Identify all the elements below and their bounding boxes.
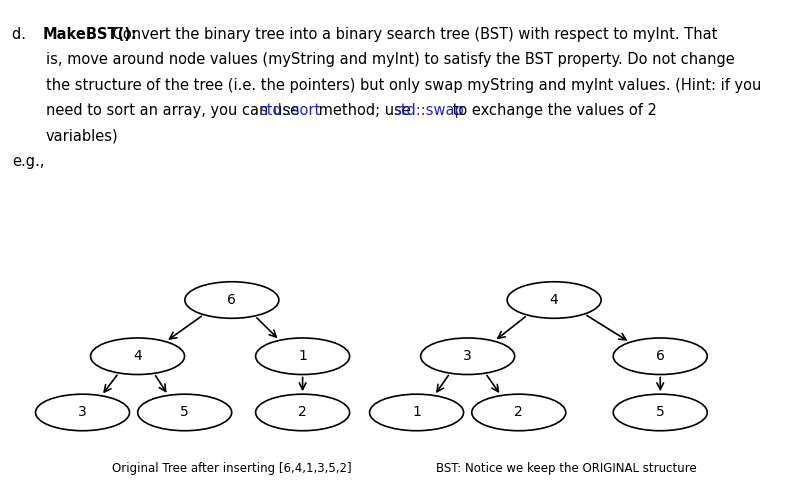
Text: e.g.,: e.g., [12, 154, 44, 169]
Text: 2: 2 [514, 406, 523, 420]
Text: MakeBST():: MakeBST(): [42, 27, 137, 42]
Text: 1: 1 [412, 406, 421, 420]
Text: std::sort: std::sort [259, 103, 321, 118]
Text: 2: 2 [298, 406, 307, 420]
Ellipse shape [255, 338, 350, 374]
Ellipse shape [90, 338, 185, 374]
Text: is, move around node values (myString and myInt) to satisfy the BST property. Do: is, move around node values (myString an… [46, 52, 734, 67]
Text: BST: Notice we keep the ORIGINAL structure: BST: Notice we keep the ORIGINAL structu… [435, 462, 696, 475]
Ellipse shape [255, 394, 350, 431]
Ellipse shape [613, 338, 707, 374]
Text: Convert the binary tree into a binary search tree (BST) with respect to myInt. T: Convert the binary tree into a binary se… [108, 27, 718, 42]
Text: 5: 5 [656, 406, 665, 420]
Text: 4: 4 [133, 349, 142, 363]
Text: 6: 6 [656, 349, 665, 363]
Text: 1: 1 [298, 349, 307, 363]
Ellipse shape [507, 282, 601, 318]
Text: 3: 3 [78, 406, 87, 420]
Text: 6: 6 [227, 293, 237, 307]
Text: variables): variables) [46, 128, 118, 143]
Ellipse shape [138, 394, 232, 431]
Text: Original Tree after inserting [6,4,1,3,5,2]: Original Tree after inserting [6,4,1,3,5… [112, 462, 351, 475]
Text: to exchange the values of 2: to exchange the values of 2 [448, 103, 657, 118]
Ellipse shape [185, 282, 279, 318]
Text: std::swap: std::swap [393, 103, 464, 118]
Text: 5: 5 [180, 406, 189, 420]
Text: d.: d. [12, 27, 39, 42]
Ellipse shape [369, 394, 464, 431]
Ellipse shape [472, 394, 566, 431]
Ellipse shape [421, 338, 515, 374]
Text: 4: 4 [549, 293, 559, 307]
Ellipse shape [35, 394, 130, 431]
Text: the structure of the tree (i.e. the pointers) but only swap myString and myInt v: the structure of the tree (i.e. the poin… [46, 78, 761, 93]
Ellipse shape [613, 394, 707, 431]
Text: need to sort an array, you can use: need to sort an array, you can use [46, 103, 303, 118]
Text: method; use: method; use [314, 103, 416, 118]
Text: 3: 3 [463, 349, 472, 363]
